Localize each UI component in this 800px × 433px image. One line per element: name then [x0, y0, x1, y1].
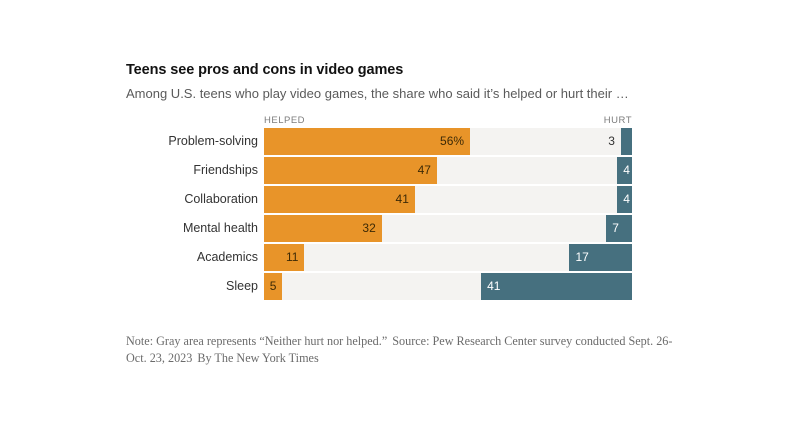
footnote-note: Note: Gray area represents “Neither hurt…: [126, 334, 388, 348]
row-track-neither: 56% 3: [264, 127, 632, 155]
bar-hurt: 4: [617, 156, 632, 184]
bar-value-helped: 56%: [440, 133, 465, 148]
bar-value-hurt: 41: [487, 278, 501, 293]
bar-helped: 41: [264, 185, 415, 213]
chart-rows: Problem-solving 56% 3 Friendships 47 4 Collabo…: [126, 127, 674, 302]
bar-value-hurt: 4: [623, 162, 630, 177]
chart-row: Collaboration 41 4: [126, 185, 674, 215]
footnote-byline: By The New York Times: [197, 351, 319, 366]
chart-row: Friendships 47 4: [126, 156, 674, 186]
chart-row: Problem-solving 56% 3: [126, 127, 674, 157]
bar-hurt: 7: [606, 214, 632, 242]
chart-subtitle: Among U.S. teens who play video games, t…: [126, 86, 629, 102]
footnote-source: Source: Pew Research Center survey condu…: [126, 334, 673, 366]
bar-helped: 47: [264, 156, 437, 184]
bar-value-hurt: 17: [575, 249, 589, 264]
chart-figure: Teens see pros and cons in video games A…: [126, 62, 674, 302]
chart-row: Academics 11 17: [126, 243, 674, 273]
chart-row: Sleep 5 41: [126, 272, 674, 302]
chart-row: Mental health 32 7: [126, 214, 674, 244]
row-label-friendships: Friendships: [193, 162, 258, 177]
chart-plot-area: HELPED HURT Problem-solving 56% 3 Friendshi…: [126, 115, 674, 302]
row-track-neither: 11 17: [264, 243, 632, 271]
bar-helped: 32: [264, 214, 382, 242]
bar-value-helped: 32: [362, 220, 376, 235]
axis-caption-hurt: HURT: [603, 114, 632, 126]
row-label-academics: Academics: [196, 249, 258, 264]
bar-value-helped: 41: [395, 191, 409, 206]
bar-hurt: 41: [481, 272, 632, 300]
chart-footnote: Note: Gray area represents “Neither hurt…: [126, 333, 686, 368]
bar-helped: 11: [264, 243, 305, 271]
row-track-neither: 5 41: [264, 272, 632, 300]
bar-hurt: 17: [569, 243, 632, 271]
bar-helped: 56%: [264, 127, 471, 155]
row-track-neither: 47 4: [264, 156, 632, 184]
row-label-problem-solving: Problem-solving: [168, 133, 258, 148]
bar-hurt: 4: [617, 185, 632, 213]
bar-value-hurt: 7: [612, 220, 619, 235]
bar-value-helped: 11: [286, 249, 299, 264]
bar-value-hurt: 3: [608, 133, 615, 148]
row-track-neither: 32 7: [264, 214, 632, 242]
row-label-collaboration: Collaboration: [184, 191, 258, 206]
chart-title: Teens see pros and cons in video games: [126, 62, 404, 78]
row-label-sleep: Sleep: [226, 278, 258, 293]
axis-captions: HELPED HURT: [264, 115, 632, 128]
bar-hurt: 3: [608, 127, 632, 155]
row-label-mental-health: Mental health: [182, 220, 258, 235]
bar-value-hurt: 4: [623, 191, 630, 206]
bar-value-helped: 5: [269, 278, 277, 293]
bar-helped: 5: [264, 272, 283, 300]
row-track-neither: 41 4: [264, 185, 632, 213]
bar-value-helped: 47: [417, 162, 431, 177]
axis-caption-helped: HELPED: [264, 114, 306, 126]
